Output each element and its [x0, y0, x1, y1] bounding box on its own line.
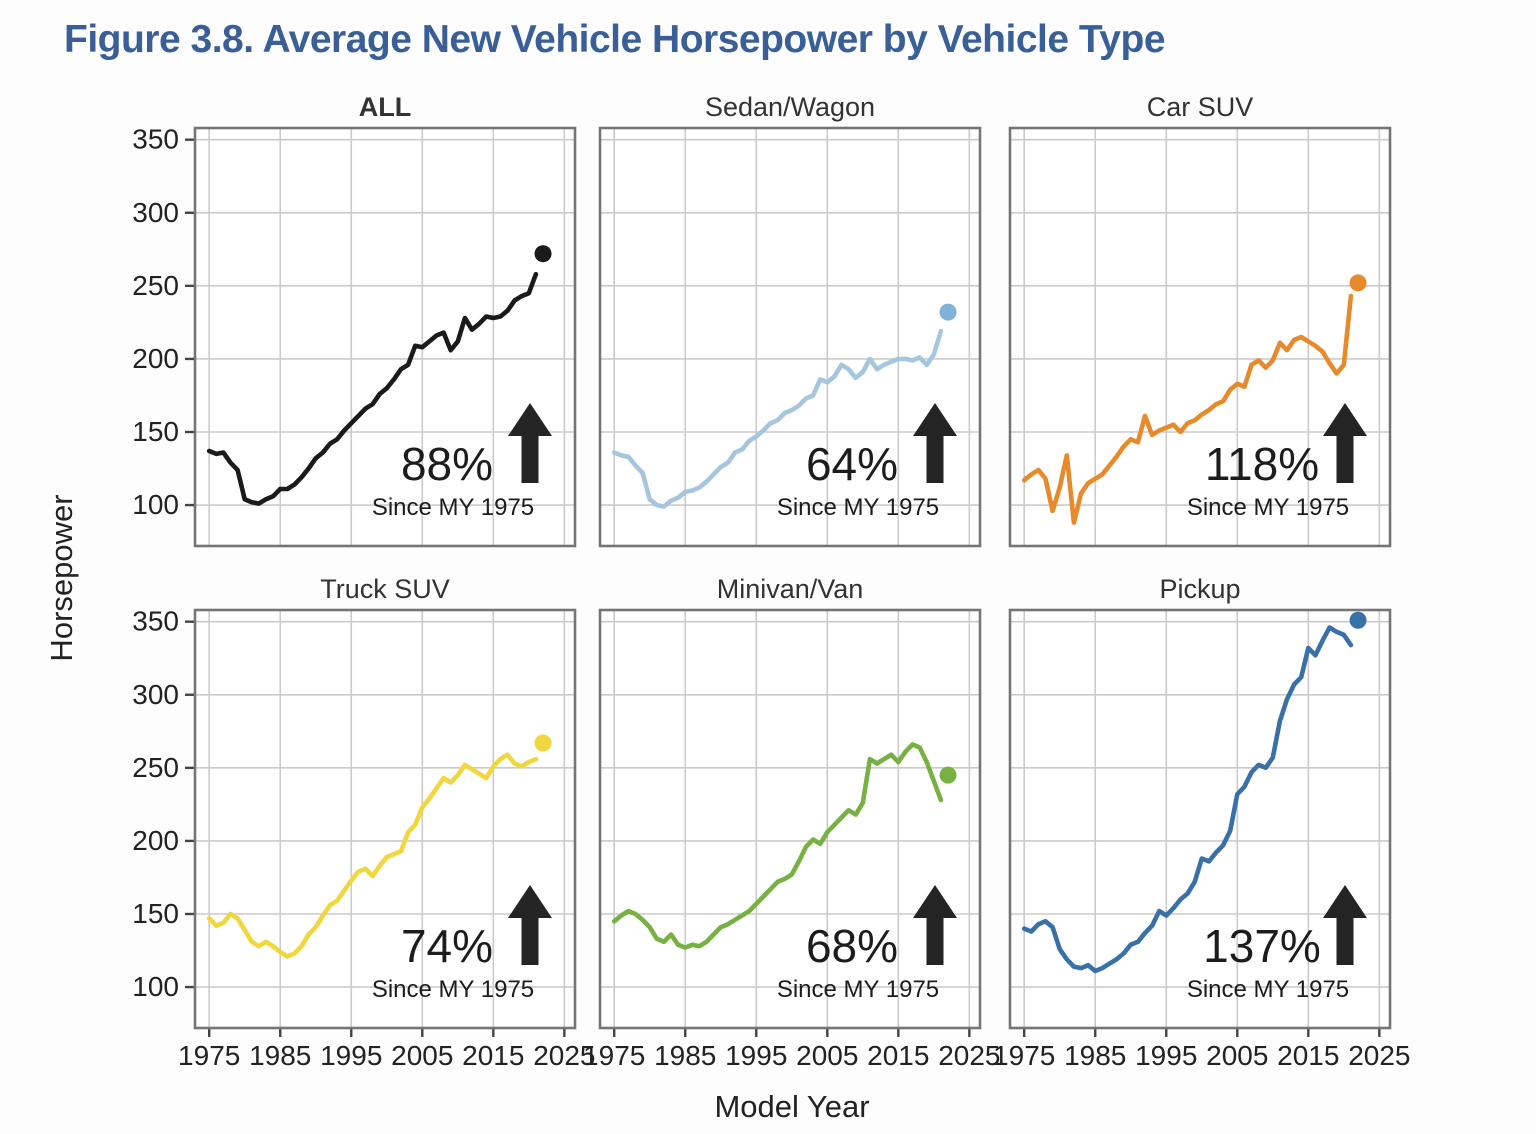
y-tick-label: 250 — [132, 752, 179, 783]
panel-background — [195, 128, 575, 546]
y-tick-label: 200 — [132, 825, 179, 856]
panel-background — [1010, 610, 1390, 1028]
gridlines — [1010, 610, 1390, 1028]
panel-title-sedan-wagon: Sedan/Wagon — [705, 92, 875, 122]
up-arrow-icon — [508, 403, 552, 483]
series-end-dot-car-suv — [1349, 274, 1367, 292]
panel-frame — [1008, 126, 1392, 548]
up-arrow-icon — [913, 885, 957, 965]
y-tick-label: 150 — [132, 898, 179, 929]
gridlines — [195, 128, 575, 546]
y-axis-label: Horsepower — [44, 494, 79, 662]
series-line-car-suv — [1021, 293, 1354, 525]
x-tick-label: 1985 — [1064, 1040, 1126, 1071]
since-label: Since MY 1975 — [777, 976, 939, 1003]
panel-frame — [598, 126, 982, 548]
pct-increase-label: 88% — [401, 438, 493, 490]
panel-frame — [193, 608, 577, 1030]
panel-title-car-suv: Car SUV — [1147, 92, 1254, 122]
series-line-sedan-wagon — [611, 328, 944, 509]
x-tick-label: 2025 — [533, 1040, 595, 1071]
since-label: Since MY 1975 — [372, 976, 534, 1003]
x-tick-label: 1995 — [320, 1040, 382, 1071]
x-tick-label: 2015 — [1277, 1040, 1339, 1071]
panel-pickup: 1975 1985 1995 2005 2015 2025 137% Since MY 197… — [993, 574, 1410, 1071]
x-tick-label: 2025 — [1348, 1040, 1410, 1071]
series-end-dot-pickup — [1349, 611, 1367, 629]
series-line-minivan-van — [611, 742, 944, 950]
x-tick-label: 1975 — [993, 1040, 1055, 1071]
pct-increase-label: 118% — [1205, 438, 1319, 490]
since-label: Since MY 1975 — [1187, 494, 1349, 521]
up-arrow-icon — [1323, 885, 1367, 965]
x-tick-label: 1995 — [725, 1040, 787, 1071]
up-arrow-icon — [1323, 403, 1367, 483]
x-tick-label: 1975 — [583, 1040, 645, 1071]
x-axis-label: Model Year — [714, 1089, 870, 1124]
pct-increase-label: 68% — [806, 920, 898, 972]
x-tick-label: 2015 — [867, 1040, 929, 1071]
panel-title-minivan-van: Minivan/Van — [717, 574, 864, 604]
up-arrow-icon — [913, 403, 957, 483]
gridlines — [1010, 128, 1390, 546]
panel-minivan-van: 1975 1985 1995 2005 2015 2025 68% Since MY 1975… — [583, 574, 1000, 1071]
panel-car-suv: 118% Since MY 1975 Car SUV — [1008, 92, 1392, 548]
y-tick-label: 300 — [132, 679, 179, 710]
panel-background — [195, 610, 575, 1028]
panel-background — [1010, 128, 1390, 546]
panel-all: 100 150 200 250 300 350 88% Since MY 1975 ALL — [132, 92, 577, 548]
panel-frame — [598, 608, 982, 1030]
since-label: Since MY 1975 — [777, 494, 939, 521]
panel-frame — [1008, 608, 1392, 1030]
x-tick-label: 1975 — [178, 1040, 240, 1071]
series-line-all — [206, 271, 539, 506]
series-end-dot-truck-suv — [534, 734, 552, 752]
series-line-pickup — [1021, 625, 1354, 974]
y-tick-label: 200 — [132, 343, 179, 374]
panel-title-truck-suv: Truck SUV — [320, 574, 450, 604]
x-tick-label: 2015 — [462, 1040, 524, 1071]
pct-increase-label: 64% — [806, 438, 898, 490]
x-tick-label: 1985 — [654, 1040, 716, 1071]
panel-background — [600, 128, 980, 546]
panel-background — [600, 610, 980, 1028]
panel-sedan-wagon: 64% Since MY 1975 Sedan/Wagon — [598, 92, 982, 548]
x-tick-label: 1985 — [249, 1040, 311, 1071]
panel-frame — [193, 126, 577, 548]
series-end-dot-minivan-van — [939, 766, 957, 784]
figure-title: Figure 3.8. Average New Vehicle Horsepow… — [64, 18, 1166, 61]
y-tick-label: 350 — [132, 606, 179, 637]
panel-title-pickup: Pickup — [1159, 574, 1240, 604]
y-tick-label: 100 — [132, 971, 179, 1002]
x-tick-label: 2005 — [391, 1040, 453, 1071]
x-tick-label: 2025 — [938, 1040, 1000, 1071]
y-tick-label: 300 — [132, 197, 179, 228]
panel-truck-suv: 100 150 200 250 300 350 1975 1985 1995 2005 2015 20… — [132, 574, 595, 1071]
x-tick-label: 2005 — [796, 1040, 858, 1071]
series-end-dot-all — [534, 245, 552, 263]
series-end-dot-sedan-wagon — [939, 303, 957, 321]
since-label: Since MY 1975 — [372, 494, 534, 521]
pct-increase-label: 137% — [1203, 920, 1321, 972]
y-tick-label: 250 — [132, 270, 179, 301]
y-tick-label: 100 — [132, 489, 179, 520]
y-tick-label: 350 — [132, 124, 179, 155]
panel-title-all: ALL — [359, 92, 411, 122]
y-tick-label: 150 — [132, 416, 179, 447]
pct-increase-label: 74% — [401, 920, 493, 972]
series-line-truck-suv — [206, 752, 539, 959]
gridlines — [600, 610, 980, 1028]
x-tick-label: 1995 — [1135, 1040, 1197, 1071]
since-label: Since MY 1975 — [1187, 976, 1349, 1003]
up-arrow-icon — [508, 885, 552, 965]
x-tick-label: 2005 — [1206, 1040, 1268, 1071]
